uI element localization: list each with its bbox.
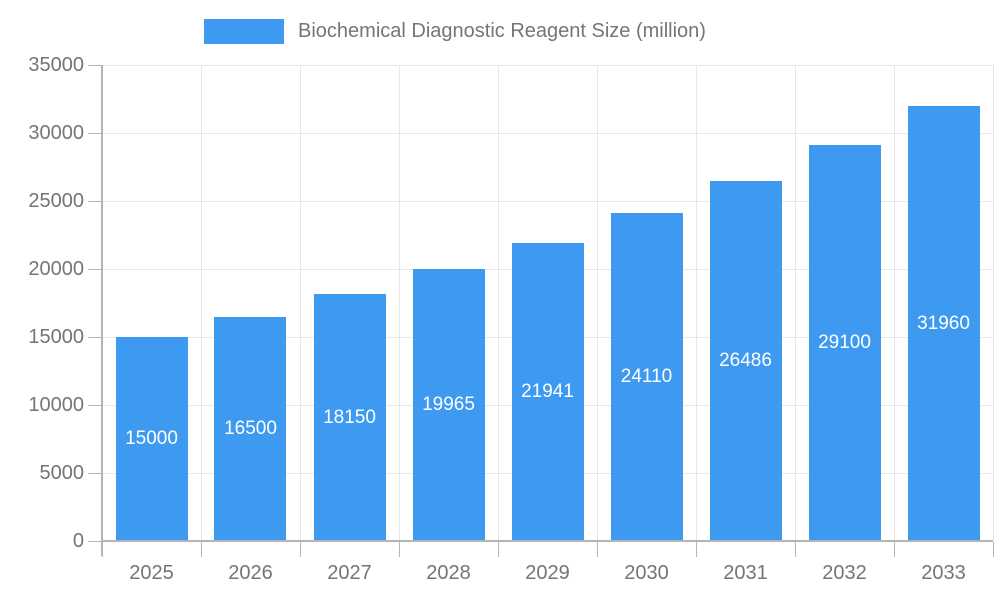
y-axis-tick-label: 30000 <box>28 122 84 144</box>
bar-2027[interactable]: 18150 <box>313 294 386 541</box>
x-axis-tick-label: 2032 <box>822 562 867 584</box>
legend-label: Biochemical Diagnostic Reagent Size (mil… <box>298 20 706 42</box>
y-axis-tick-label: 35000 <box>28 54 84 76</box>
y-axis-tick-label: 15000 <box>28 326 84 348</box>
x-axis-tick <box>201 542 202 557</box>
x-axis-tick-label: 2029 <box>525 562 570 584</box>
vertical-gridline <box>894 65 895 541</box>
vertical-gridline <box>300 65 301 541</box>
horizontal-gridline <box>102 65 993 66</box>
y-axis-labels: 0 5000 10000 15000 20000 25000 30000 35000 <box>0 54 85 552</box>
x-axis-tick <box>894 542 895 557</box>
bar-value-label: 29100 <box>818 332 871 354</box>
x-axis-tick <box>300 542 301 557</box>
y-axis-tick <box>88 541 102 542</box>
y-axis-tick <box>88 473 102 474</box>
x-axis-tick-label: 2031 <box>723 562 768 584</box>
y-axis-tick-label: 0 <box>72 530 84 552</box>
bar-2026[interactable]: 16500 <box>214 316 287 541</box>
bar-2033[interactable]: 31960 <box>907 106 980 541</box>
x-axis-labels: 2025 2026 2027 2028 2029 2030 2031 2032 2033 <box>102 557 993 597</box>
x-axis-tick-label: 2030 <box>624 562 669 584</box>
y-axis-tick <box>88 337 102 338</box>
bar-value-label: 21941 <box>521 380 574 402</box>
legend-item[interactable]: Biochemical Diagnostic Reagent Size (mil… <box>204 19 706 44</box>
bar-2032[interactable]: 29100 <box>808 145 881 541</box>
x-axis-line <box>102 540 993 542</box>
horizontal-gridline <box>102 201 993 202</box>
y-axis-tick-label: 10000 <box>28 394 84 416</box>
x-axis-tick-label: 2027 <box>327 562 372 584</box>
vertical-gridline <box>398 65 400 541</box>
bar-value-label: 15000 <box>125 428 178 449</box>
bar-2030[interactable]: 24110 <box>610 213 683 541</box>
x-axis-tick <box>398 542 400 557</box>
bar-value-label: 19965 <box>422 394 475 416</box>
bar-value-label: 26486 <box>719 349 772 371</box>
plot-area: 15000 16500 18150 19965 21941 24110 26486 29100… <box>88 65 994 557</box>
y-axis-tick-label: 25000 <box>28 190 84 212</box>
y-axis-tick <box>88 65 102 66</box>
y-axis-tick <box>88 269 102 270</box>
horizontal-gridline <box>102 133 993 134</box>
x-axis-tick <box>498 542 499 557</box>
bar-2028[interactable]: 19965 <box>412 269 485 541</box>
y-axis-line <box>101 65 103 556</box>
bar-value-label: 24110 <box>620 366 673 388</box>
x-axis-tick-label: 2033 <box>921 562 966 584</box>
y-axis-tick <box>88 133 102 134</box>
vertical-gridline <box>597 65 598 541</box>
y-axis-tick-label: 20000 <box>28 258 84 280</box>
vertical-gridline <box>201 65 202 541</box>
vertical-gridline <box>695 65 697 541</box>
bar-2031[interactable]: 26486 <box>709 180 782 541</box>
bar-2025[interactable]: 15000 <box>115 337 188 541</box>
x-axis-tick <box>795 542 796 557</box>
x-axis-tick-label: 2028 <box>426 562 471 584</box>
x-axis-tick <box>102 542 103 557</box>
y-axis-tick-label: 5000 <box>39 462 85 484</box>
bar-value-label: 31960 <box>917 312 970 334</box>
x-axis-tick-label: 2025 <box>129 562 174 584</box>
vertical-gridline <box>993 65 994 541</box>
x-axis-tick <box>597 542 598 557</box>
legend-swatch <box>204 19 284 44</box>
x-axis-tick <box>695 542 697 557</box>
bar-value-label: 16500 <box>224 417 277 439</box>
x-axis-tick-label: 2026 <box>228 562 273 584</box>
y-axis-tick <box>88 201 102 202</box>
x-axis-tick <box>993 542 994 557</box>
bar-2029[interactable]: 21941 <box>511 242 584 541</box>
vertical-gridline <box>795 65 796 541</box>
vertical-gridline <box>498 65 499 541</box>
bar-value-label: 18150 <box>323 406 376 428</box>
y-axis-tick <box>88 405 102 406</box>
